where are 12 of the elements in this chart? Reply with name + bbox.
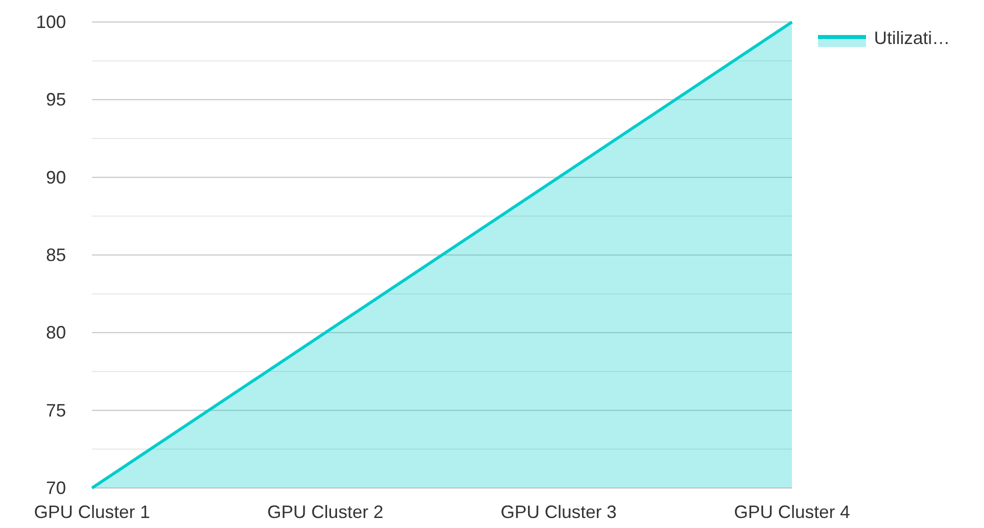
y-tick-label: 100 bbox=[36, 12, 66, 32]
x-tick-label: GPU Cluster 1 bbox=[34, 502, 150, 522]
legend-label: Utilizati… bbox=[874, 28, 950, 48]
y-tick-label: 70 bbox=[46, 478, 66, 498]
x-tick-label: GPU Cluster 2 bbox=[267, 502, 384, 522]
y-tick-label: 75 bbox=[46, 400, 66, 420]
y-tick-label: 85 bbox=[46, 245, 66, 265]
y-tick-label: 80 bbox=[46, 322, 66, 343]
y-tick-label: 90 bbox=[46, 167, 66, 188]
y-tick-label: 95 bbox=[46, 90, 66, 110]
x-tick-label: GPU Cluster 4 bbox=[734, 502, 850, 522]
x-tick-label: GPU Cluster 3 bbox=[500, 502, 617, 522]
